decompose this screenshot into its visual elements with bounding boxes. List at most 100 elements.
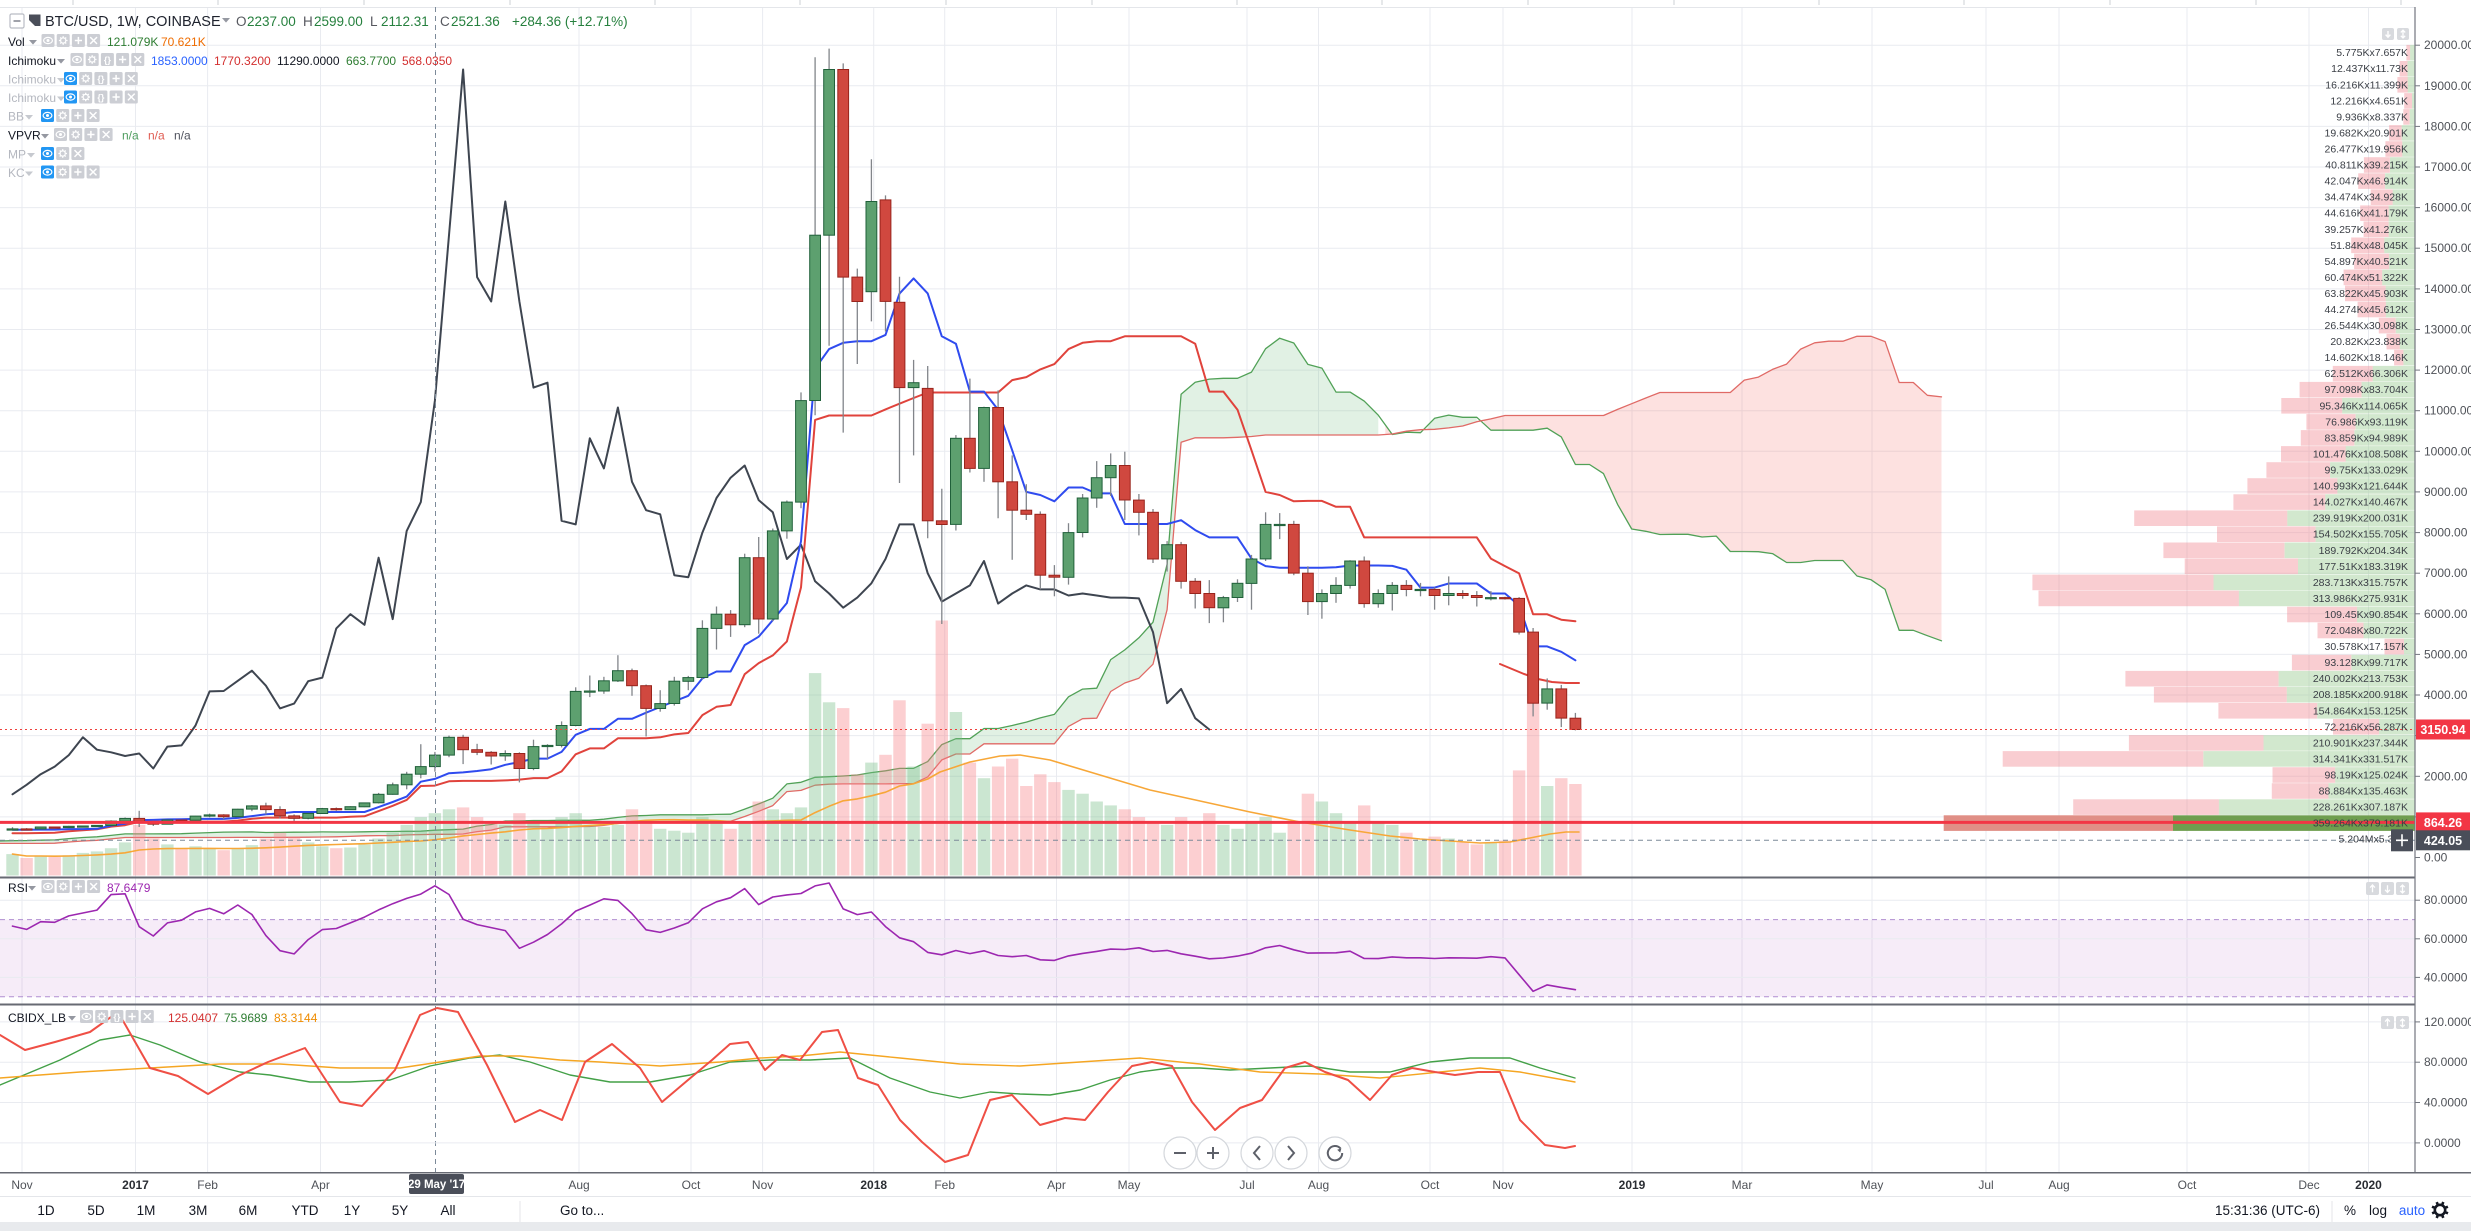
- svg-text:72.216Kx56.287K: 72.216Kx56.287K: [2325, 721, 2409, 733]
- svg-text:%: %: [2344, 1203, 2356, 1218]
- svg-text:7000.00: 7000.00: [2424, 566, 2468, 580]
- svg-text:Nov: Nov: [11, 1178, 32, 1192]
- svg-text:154.502Kx155.705K: 154.502Kx155.705K: [2313, 529, 2408, 541]
- svg-text:0.0000: 0.0000: [2424, 1136, 2461, 1150]
- svg-text:RSI: RSI: [8, 881, 28, 895]
- svg-text:n/a: n/a: [148, 129, 165, 143]
- svg-text:109.45Kx90.854K: 109.45Kx90.854K: [2325, 609, 2409, 621]
- svg-text:5000.00: 5000.00: [2424, 647, 2468, 661]
- svg-text:n/a: n/a: [174, 129, 191, 143]
- svg-text:6M: 6M: [239, 1203, 258, 1218]
- svg-text:14000.00: 14000.00: [2424, 282, 2471, 296]
- svg-text:Feb: Feb: [197, 1178, 218, 1192]
- svg-text:83.859Kx94.989K: 83.859Kx94.989K: [2325, 432, 2409, 444]
- svg-text:424.05: 424.05: [2424, 834, 2462, 848]
- svg-text:99.75Kx133.029K: 99.75Kx133.029K: [2325, 465, 2409, 477]
- svg-text:76.986Kx93.119K: 76.986Kx93.119K: [2325, 416, 2408, 428]
- svg-text:KC: KC: [8, 166, 25, 180]
- svg-text:6000.00: 6000.00: [2424, 607, 2468, 621]
- svg-text:30.578Kx17.157K: 30.578Kx17.157K: [2325, 641, 2409, 653]
- svg-text:All: All: [440, 1203, 455, 1218]
- svg-text:240.002Kx213.753K: 240.002Kx213.753K: [2313, 673, 2408, 685]
- svg-text:auto: auto: [2399, 1203, 2425, 1218]
- svg-text:75.9689: 75.9689: [224, 1011, 268, 1025]
- svg-text:2020: 2020: [2355, 1178, 2382, 1192]
- svg-text:BB: BB: [8, 110, 24, 124]
- svg-text:125.0407: 125.0407: [168, 1011, 218, 1025]
- svg-text:140.993Kx121.644K: 140.993Kx121.644K: [2313, 481, 2408, 493]
- svg-text:177.51Kx183.319K: 177.51Kx183.319K: [2319, 561, 2408, 573]
- svg-text:11290.0000: 11290.0000: [277, 54, 340, 68]
- svg-text:Jul: Jul: [1239, 1178, 1254, 1192]
- svg-text:1M: 1M: [137, 1203, 156, 1218]
- svg-text:313.986Kx275.931K: 313.986Kx275.931K: [2313, 593, 2408, 605]
- svg-text:359.264Kx379.181K: 359.264Kx379.181K: [2313, 818, 2408, 830]
- svg-text:{}: {}: [104, 55, 112, 65]
- svg-text:Ichimoku: Ichimoku: [8, 73, 56, 87]
- svg-text:L: L: [370, 14, 378, 29]
- svg-text:Oct: Oct: [1421, 1178, 1440, 1192]
- svg-text:Oct: Oct: [682, 1178, 701, 1192]
- svg-text:210.901Kx237.344K: 210.901Kx237.344K: [2313, 737, 2408, 749]
- svg-text:54.897Kx40.521K: 54.897Kx40.521K: [2325, 256, 2409, 268]
- svg-text:Feb: Feb: [934, 1178, 955, 1192]
- svg-text:62.512Kx66.306K: 62.512Kx66.306K: [2325, 368, 2409, 380]
- svg-text:228.261Kx307.187K: 228.261Kx307.187K: [2313, 802, 2408, 814]
- svg-text:239.919Kx200.031K: 239.919Kx200.031K: [2313, 513, 2408, 525]
- svg-text:314.341Kx331.517K: 314.341Kx331.517K: [2313, 753, 2408, 765]
- svg-text:20000.00: 20000.00: [2424, 38, 2471, 52]
- svg-text:15:31:36 (UTC-6): 15:31:36 (UTC-6): [2215, 1203, 2320, 1218]
- svg-text:Aug: Aug: [1308, 1178, 1329, 1192]
- svg-text:60.474Kx51.322K: 60.474Kx51.322K: [2325, 272, 2409, 284]
- svg-text:9000.00: 9000.00: [2424, 485, 2468, 499]
- svg-text:10000.00: 10000.00: [2424, 444, 2471, 458]
- svg-text:2599.00: 2599.00: [314, 14, 363, 29]
- svg-text:16000.00: 16000.00: [2424, 201, 2471, 215]
- svg-text:Dec: Dec: [2298, 1178, 2319, 1192]
- svg-text:80.0000: 80.0000: [2424, 893, 2468, 907]
- svg-text:CBIDX_LB: CBIDX_LB: [8, 1011, 66, 1025]
- svg-text:Oct: Oct: [2178, 1178, 2197, 1192]
- svg-text:1D: 1D: [37, 1203, 55, 1218]
- svg-text:154.864Kx153.125K: 154.864Kx153.125K: [2313, 705, 2408, 717]
- svg-text:60.0000: 60.0000: [2424, 932, 2468, 946]
- svg-text:51.84Kx48.045K: 51.84Kx48.045K: [2330, 240, 2408, 252]
- svg-text:0.00: 0.00: [2424, 851, 2448, 865]
- svg-text:663.7700: 663.7700: [346, 54, 396, 68]
- svg-text:16.216Kx11.399K: 16.216Kx11.399K: [2325, 79, 2408, 91]
- svg-text:Nov: Nov: [752, 1178, 773, 1192]
- svg-text:3150.94: 3150.94: [2420, 723, 2465, 737]
- svg-text:101.476Kx108.508K: 101.476Kx108.508K: [2313, 448, 2408, 460]
- svg-text:{}: {}: [97, 74, 105, 84]
- svg-text:40.0000: 40.0000: [2424, 1096, 2468, 1110]
- svg-text:n/a: n/a: [122, 129, 139, 143]
- svg-text:95.346Kx114.065K: 95.346Kx114.065K: [2319, 400, 2408, 412]
- svg-text:1770.3200: 1770.3200: [214, 54, 271, 68]
- svg-text:2237.00: 2237.00: [247, 14, 296, 29]
- svg-text:70.621K: 70.621K: [161, 35, 206, 49]
- svg-text:40.0000: 40.0000: [2424, 970, 2468, 984]
- svg-text:1Y: 1Y: [344, 1203, 361, 1218]
- svg-text:120.0000: 120.0000: [2424, 1015, 2471, 1029]
- svg-text:MP: MP: [8, 148, 26, 162]
- svg-text:11000.00: 11000.00: [2424, 404, 2471, 418]
- svg-text:20.82Kx23.838K: 20.82Kx23.838K: [2330, 336, 2408, 348]
- svg-text:Nov: Nov: [1492, 1178, 1513, 1192]
- svg-text:2521.36: 2521.36: [451, 14, 500, 29]
- svg-text:Ichimoku: Ichimoku: [8, 54, 56, 68]
- svg-text:May: May: [1861, 1178, 1884, 1192]
- svg-text:8000.00: 8000.00: [2424, 526, 2468, 540]
- svg-text:Jul: Jul: [1978, 1178, 1993, 1192]
- svg-text:568.0350: 568.0350: [402, 54, 452, 68]
- svg-text:15000.00: 15000.00: [2424, 241, 2471, 255]
- svg-text:Mar: Mar: [1732, 1178, 1753, 1192]
- svg-text:39.257Kx41.276K: 39.257Kx41.276K: [2325, 224, 2409, 236]
- svg-text:3M: 3M: [189, 1203, 208, 1218]
- svg-text:9.936Kx8.337K: 9.936Kx8.337K: [2336, 111, 2408, 123]
- svg-text:93.128Kx99.717K: 93.128Kx99.717K: [2325, 657, 2409, 669]
- svg-text:98.19Kx125.024K: 98.19Kx125.024K: [2325, 770, 2409, 782]
- svg-text:26.477Kx19.956K: 26.477Kx19.956K: [2325, 144, 2409, 156]
- svg-text:12.437Kx11.73K: 12.437Kx11.73K: [2331, 63, 2408, 75]
- svg-text:12.216Kx4.651K: 12.216Kx4.651K: [2330, 95, 2408, 107]
- svg-text:5.204Mx5.32M: 5.204Mx5.32M: [2339, 834, 2408, 846]
